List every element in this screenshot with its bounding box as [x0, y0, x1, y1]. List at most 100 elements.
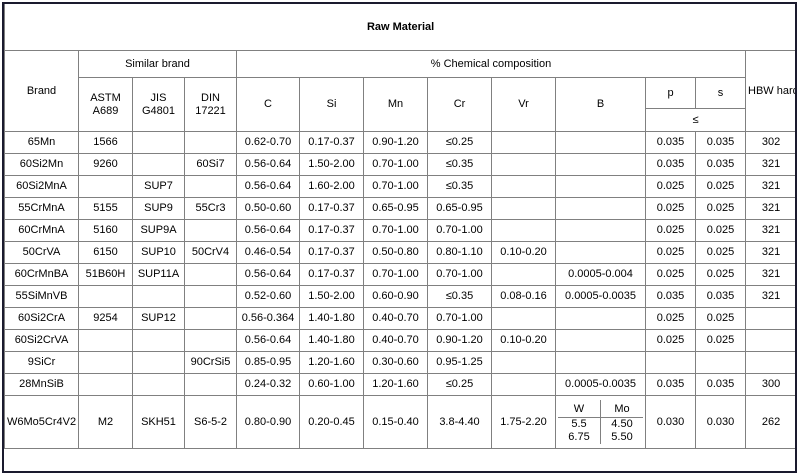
cell-chromium: ≤0.35	[427, 153, 492, 176]
cell-vanadium	[491, 197, 556, 220]
cell-boron: 0.0005-0.0035	[555, 373, 646, 396]
cell-carbon: 0.52-0.60	[236, 285, 300, 308]
cell-din	[184, 329, 237, 352]
cell-brand: 50CrVA	[4, 241, 79, 264]
column-header-chromium: Cr	[427, 77, 492, 132]
column-header-carbon: C	[236, 77, 300, 132]
column-header-astm: ASTM A689	[78, 77, 133, 132]
cell-carbon: 0.85-0.95	[236, 351, 300, 374]
raw-material-table: Raw Material Brand Similar brand % Chemi…	[3, 3, 798, 449]
cell-boron	[555, 131, 646, 154]
column-header-hbw-hardness: HBW hardness of hot rolled stage	[744, 50, 798, 132]
astm-standard-code: A689	[92, 104, 119, 117]
cell-chromium: 0.65-0.95	[427, 197, 492, 220]
cell-phosphorus: 0.035	[645, 373, 696, 396]
cell-jis: SKH51	[132, 395, 185, 449]
cell-jis	[132, 351, 185, 374]
cell-chromium: 0.70-1.00	[427, 219, 492, 242]
cell-astm: 6150	[78, 241, 133, 264]
cell-hbw-hardness: 321	[744, 241, 798, 264]
cell-hbw-hardness	[744, 329, 798, 352]
cell-phosphorus: 0.025	[645, 175, 696, 198]
column-header-sulfur: s	[695, 77, 746, 109]
cell-carbon: 0.50-0.60	[236, 197, 300, 220]
cell-manganese: 0.15-0.40	[363, 395, 428, 449]
cell-din	[184, 307, 237, 330]
cell-chromium: 0.95-1.25	[427, 351, 492, 374]
cell-brand: 60Si2Mn	[4, 153, 79, 176]
cell-jis: SUP12	[132, 307, 185, 330]
page-title: Raw Material	[3, 3, 798, 51]
cell-manganese: 0.90-1.20	[363, 131, 428, 154]
cell-sulfur: 0.025	[695, 197, 746, 220]
cell-manganese: 0.70-1.00	[363, 219, 428, 242]
cell-boron	[555, 175, 646, 198]
subtable-header-row: W Mo	[558, 400, 643, 419]
cell-chromium: ≤0.35	[427, 285, 492, 308]
cell-carbon: 0.56-0.64	[236, 153, 300, 176]
column-header-jis: JIS G4801	[132, 77, 185, 132]
cell-brand: 60CrMnA	[4, 219, 79, 242]
cell-boron	[555, 351, 646, 374]
cell-astm: 9260	[78, 153, 133, 176]
cell-silicon: 1.40-1.80	[299, 329, 364, 352]
cell-hbw-hardness: 262	[744, 395, 798, 449]
cell-brand: 60CrMnBA	[4, 263, 79, 286]
cell-hbw-hardness: 321	[744, 219, 798, 242]
column-header-silicon: Si	[299, 77, 364, 132]
cell-silicon: 0.60-1.00	[299, 373, 364, 396]
cell-jis	[132, 131, 185, 154]
cell-vanadium: 0.10-0.20	[491, 241, 556, 264]
cell-astm	[78, 329, 133, 352]
cell-manganese: 0.65-0.95	[363, 197, 428, 220]
cell-din: 55Cr3	[184, 197, 237, 220]
cell-vanadium	[491, 219, 556, 242]
column-header-chemical-composition: % Chemical composition	[236, 50, 746, 78]
table-row: 60Si2MnA SUP7 0.56-0.64 1.60-2.00 0.70-1.00 ≤…	[4, 175, 798, 198]
cell-manganese: 0.70-1.00	[363, 263, 428, 286]
cell-manganese: 0.30-0.60	[363, 351, 428, 374]
cell-silicon: 1.20-1.60	[299, 351, 364, 374]
cell-vanadium	[491, 131, 556, 154]
cell-boron: 0.0005-0.0035	[555, 285, 646, 308]
table-row: 60Si2CrVA 0.56-0.64 1.40-1.80 0.40-0.70 0.90…	[4, 329, 798, 352]
cell-jis: SUP9A	[132, 219, 185, 242]
cell-din	[184, 219, 237, 242]
cell-manganese: 0.40-0.70	[363, 307, 428, 330]
cell-sulfur: 0.025	[695, 175, 746, 198]
cell-boron	[555, 219, 646, 242]
cell-hbw-hardness: 321	[744, 263, 798, 286]
cell-silicon: 1.40-1.80	[299, 307, 364, 330]
cell-carbon: 0.46-0.54	[236, 241, 300, 264]
cell-silicon: 0.17-0.37	[299, 131, 364, 154]
cell-chromium: ≤0.25	[427, 373, 492, 396]
cell-hbw-hardness: 321	[744, 153, 798, 176]
cell-phosphorus: 0.025	[645, 241, 696, 264]
din-standard-label: DIN	[201, 91, 220, 104]
cell-phosphorus: 0.025	[645, 197, 696, 220]
cell-silicon: 1.50-2.00	[299, 285, 364, 308]
tungsten-value-min: 5.5	[571, 418, 587, 431]
cell-silicon: 1.60-2.00	[299, 175, 364, 198]
phosphorus-sulfur-limit-symbol: ≤	[645, 108, 746, 132]
cell-astm: M2	[78, 395, 133, 449]
table-row: 55SiMnVB 0.52-0.60 1.50-2.00 0.60-0.90 ≤0.35…	[4, 285, 798, 308]
molybdenum-value-min: 4.50	[611, 418, 633, 431]
cell-astm: 51B60H	[78, 263, 133, 286]
cell-carbon: 0.56-0.64	[236, 329, 300, 352]
subcell-tungsten-values: 5.5 6.75	[558, 417, 601, 444]
cell-sulfur: 0.030	[695, 395, 746, 449]
cell-din: 60Si7	[184, 153, 237, 176]
jis-standard-code: G4801	[141, 104, 176, 117]
cell-silicon: 0.17-0.37	[299, 197, 364, 220]
cell-silicon: 0.17-0.37	[299, 241, 364, 264]
cell-carbon: 0.56-0.364	[236, 307, 300, 330]
cell-jis: SUP7	[132, 175, 185, 198]
cell-carbon: 0.62-0.70	[236, 131, 300, 154]
cell-astm: 5160	[78, 219, 133, 242]
cell-brand: 55CrMnA	[4, 197, 79, 220]
column-header-vanadium: Vr	[491, 77, 556, 132]
cell-phosphorus: 0.030	[645, 395, 696, 449]
cell-jis	[132, 329, 185, 352]
cell-carbon: 0.80-0.90	[236, 395, 300, 449]
